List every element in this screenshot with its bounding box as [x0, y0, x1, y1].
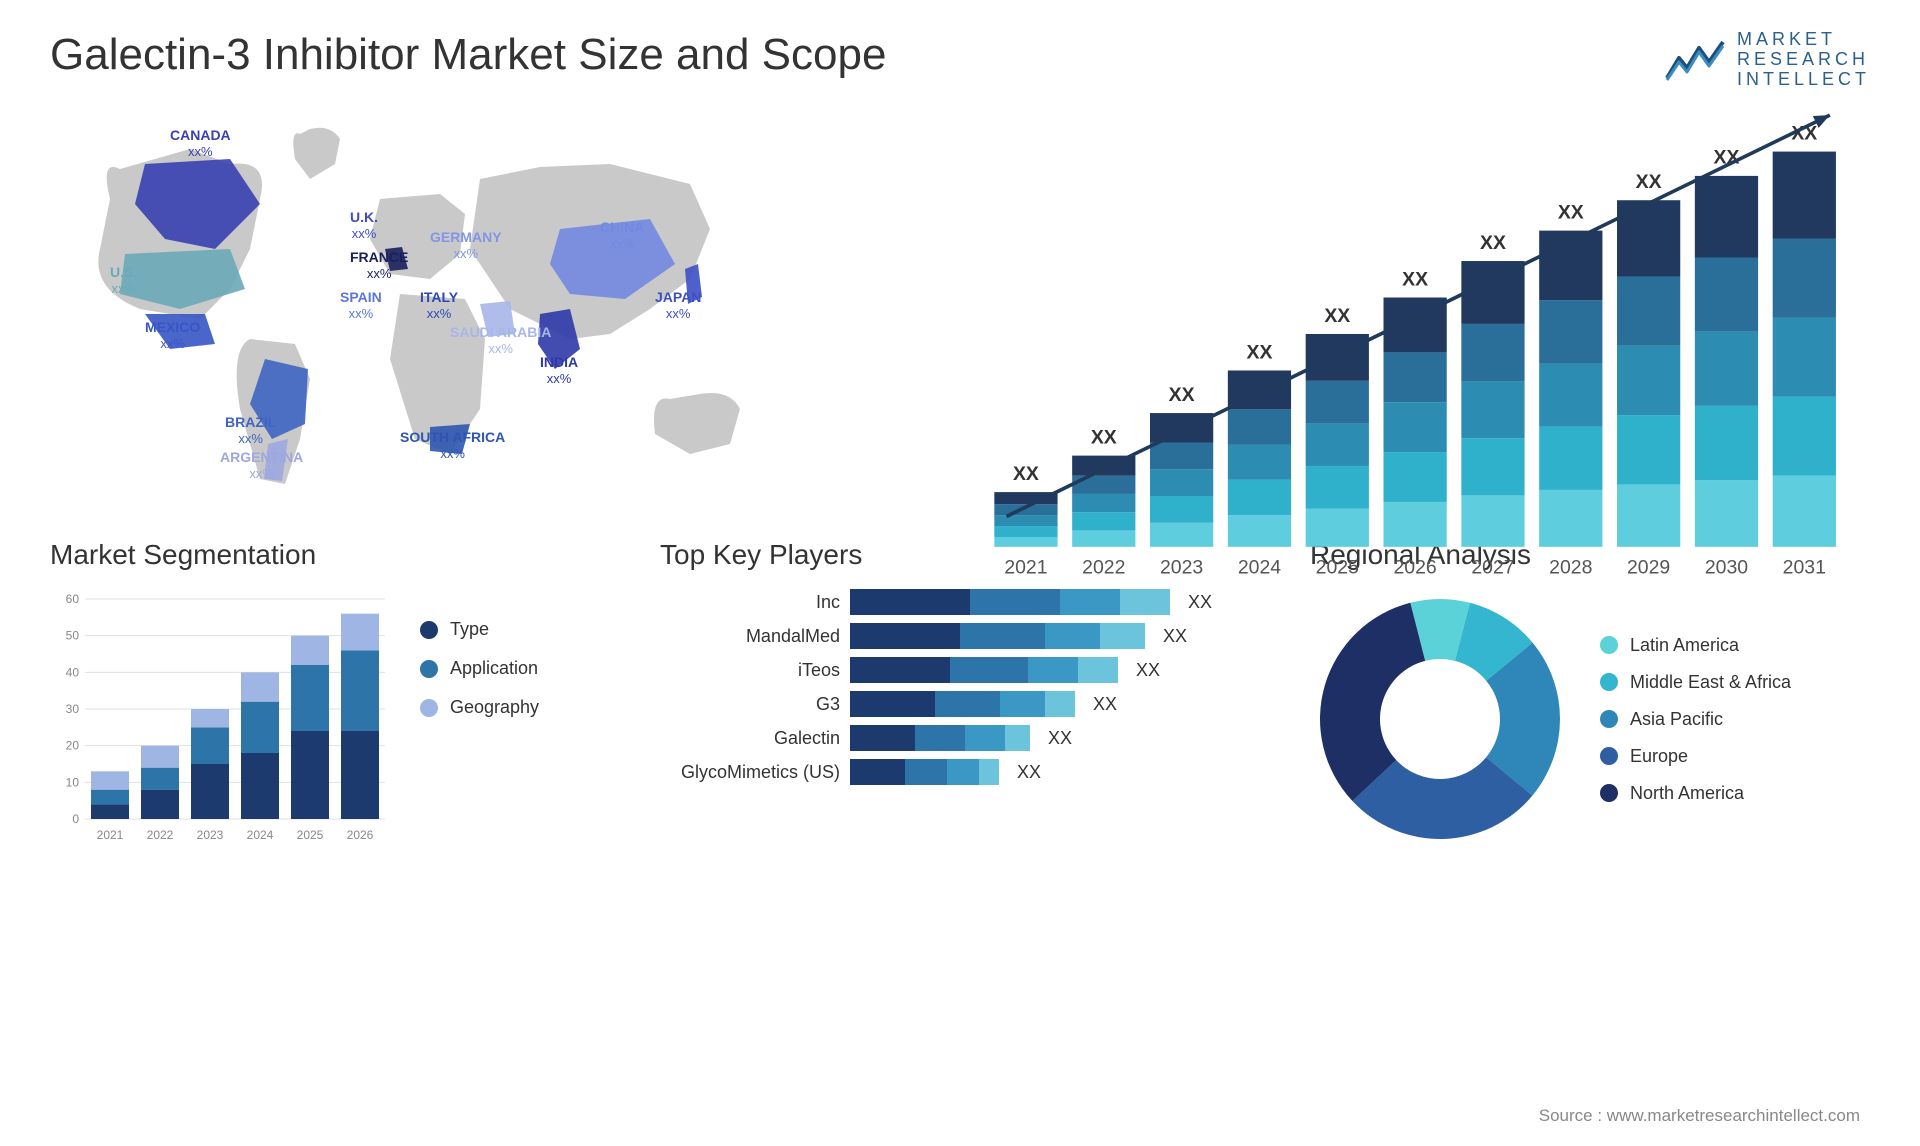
key-player-row: Galectin XX [660, 725, 1260, 751]
svg-text:XX: XX [1402, 269, 1428, 291]
map-label-spain: SPAINxx% [340, 289, 382, 321]
map-label-us: U.S.xx% [110, 264, 137, 296]
brand-logo: MARKET RESEARCH INTELLECT [1665, 30, 1870, 89]
key-player-value: XX [1163, 626, 1187, 647]
svg-text:2031: 2031 [1783, 557, 1826, 579]
key-player-row: GlycoMimetics (US) XX [660, 759, 1260, 785]
map-label-japan: JAPANxx% [655, 289, 701, 321]
svg-text:XX: XX [1324, 305, 1350, 327]
svg-text:10: 10 [66, 776, 80, 790]
svg-text:2023: 2023 [1160, 557, 1203, 579]
segmentation-panel: Market Segmentation 0 10 20 30 40 50 60 2021 202… [50, 539, 610, 849]
map-label-argentina: ARGENTINAxx% [220, 449, 303, 481]
regional-legend-item: Middle East & Africa [1600, 672, 1791, 693]
logo-text-1: MARKET [1737, 30, 1870, 50]
svg-text:XX: XX [1246, 342, 1272, 364]
segmentation-legend: Type Application Geography [420, 589, 539, 849]
svg-text:2027: 2027 [1471, 557, 1514, 579]
svg-text:50: 50 [66, 629, 80, 643]
svg-text:2026: 2026 [347, 828, 374, 842]
svg-text:60: 60 [66, 592, 80, 606]
logo-bars-icon [1665, 38, 1725, 82]
segmentation-title: Market Segmentation [50, 539, 610, 571]
map-label-india: INDIAxx% [540, 354, 578, 386]
svg-text:40: 40 [66, 666, 80, 680]
map-label-southafrica: SOUTH AFRICAxx% [400, 429, 505, 461]
key-player-row: G3 XX [660, 691, 1260, 717]
key-player-bar [850, 725, 1030, 751]
key-player-label: iTeos [660, 660, 840, 681]
key-player-value: XX [1017, 762, 1041, 783]
key-player-label: GlycoMimetics (US) [660, 762, 840, 783]
key-player-bar [850, 657, 1118, 683]
map-label-china: CHINAxx% [600, 219, 644, 251]
svg-text:2026: 2026 [1394, 557, 1437, 579]
svg-text:2025: 2025 [1316, 557, 1359, 579]
key-player-bar [850, 759, 999, 785]
regional-legend-item: Asia Pacific [1600, 709, 1791, 730]
map-label-france: FRANCExx% [350, 249, 408, 281]
growth-chart-panel: XXXXXXXXXXXXXXXXXXXXXX 20212022202320242… [970, 109, 1870, 509]
svg-text:2025: 2025 [297, 828, 324, 842]
map-label-mexico: MEXICOxx% [145, 319, 200, 351]
svg-text:2022: 2022 [147, 828, 174, 842]
key-player-value: XX [1136, 660, 1160, 681]
map-label-uk: U.K.xx% [350, 209, 378, 241]
key-player-label: Inc [660, 592, 840, 613]
map-label-canada: CANADAxx% [170, 127, 231, 159]
svg-text:2028: 2028 [1549, 557, 1592, 579]
key-player-label: G3 [660, 694, 840, 715]
map-label-saudiarabia: SAUDI ARABIAxx% [450, 324, 551, 356]
svg-text:XX: XX [1013, 463, 1039, 485]
svg-text:XX: XX [1169, 384, 1195, 406]
key-player-row: MandalMed XX [660, 623, 1260, 649]
regional-legend-item: Latin America [1600, 635, 1791, 656]
key-player-value: XX [1093, 694, 1117, 715]
svg-text:2022: 2022 [1082, 557, 1125, 579]
svg-text:2024: 2024 [247, 828, 274, 842]
svg-text:2023: 2023 [197, 828, 224, 842]
key-player-label: Galectin [660, 728, 840, 749]
segmentation-chart: 0 10 20 30 40 50 60 2021 2022 2023 2024 2025 2026 [50, 589, 390, 849]
world-map-panel: CANADAxx% U.S.xx% MEXICOxx% BRAZILxx%ARGENT… [50, 109, 930, 509]
svg-text:XX: XX [1480, 232, 1506, 254]
growth-bar-chart: XXXXXXXXXXXXXXXXXXXXXX 20212022202320242… [970, 109, 1870, 595]
seg-legend-item: Geography [420, 697, 539, 718]
svg-text:2021: 2021 [1004, 557, 1047, 579]
svg-text:2021: 2021 [97, 828, 124, 842]
svg-text:XX: XX [1558, 202, 1584, 224]
key-player-bar [850, 623, 1145, 649]
regional-legend-item: Europe [1600, 746, 1791, 767]
seg-legend-item: Type [420, 619, 539, 640]
svg-text:2024: 2024 [1238, 557, 1281, 579]
regional-legend: Latin America Middle East & Africa Asia Pa… [1600, 635, 1791, 804]
logo-text-3: INTELLECT [1737, 70, 1870, 90]
page-title: Galectin-3 Inhibitor Market Size and Sco… [50, 30, 886, 80]
svg-text:30: 30 [66, 702, 80, 716]
map-label-brazil: BRAZILxx% [225, 414, 276, 446]
regional-donut-chart [1310, 589, 1570, 849]
svg-text:20: 20 [66, 739, 80, 753]
key-player-label: MandalMed [660, 626, 840, 647]
svg-text:XX: XX [1636, 171, 1662, 193]
regional-legend-item: North America [1600, 783, 1791, 804]
svg-text:2030: 2030 [1705, 557, 1748, 579]
key-player-bar [850, 691, 1075, 717]
key-player-row: iTeos XX [660, 657, 1260, 683]
seg-legend-item: Application [420, 658, 539, 679]
source-attribution: Source : www.marketresearchintellect.com [1539, 1106, 1860, 1126]
svg-text:2029: 2029 [1627, 557, 1670, 579]
map-label-germany: GERMANYxx% [430, 229, 502, 261]
logo-text-2: RESEARCH [1737, 50, 1870, 70]
svg-text:0: 0 [72, 812, 79, 826]
key-player-value: XX [1048, 728, 1072, 749]
svg-text:XX: XX [1091, 427, 1117, 449]
key-players-chart: IncXXMandalMedXXiTeosXXG3XXGalectinXXGly… [660, 589, 1260, 785]
map-label-italy: ITALYxx% [420, 289, 458, 321]
